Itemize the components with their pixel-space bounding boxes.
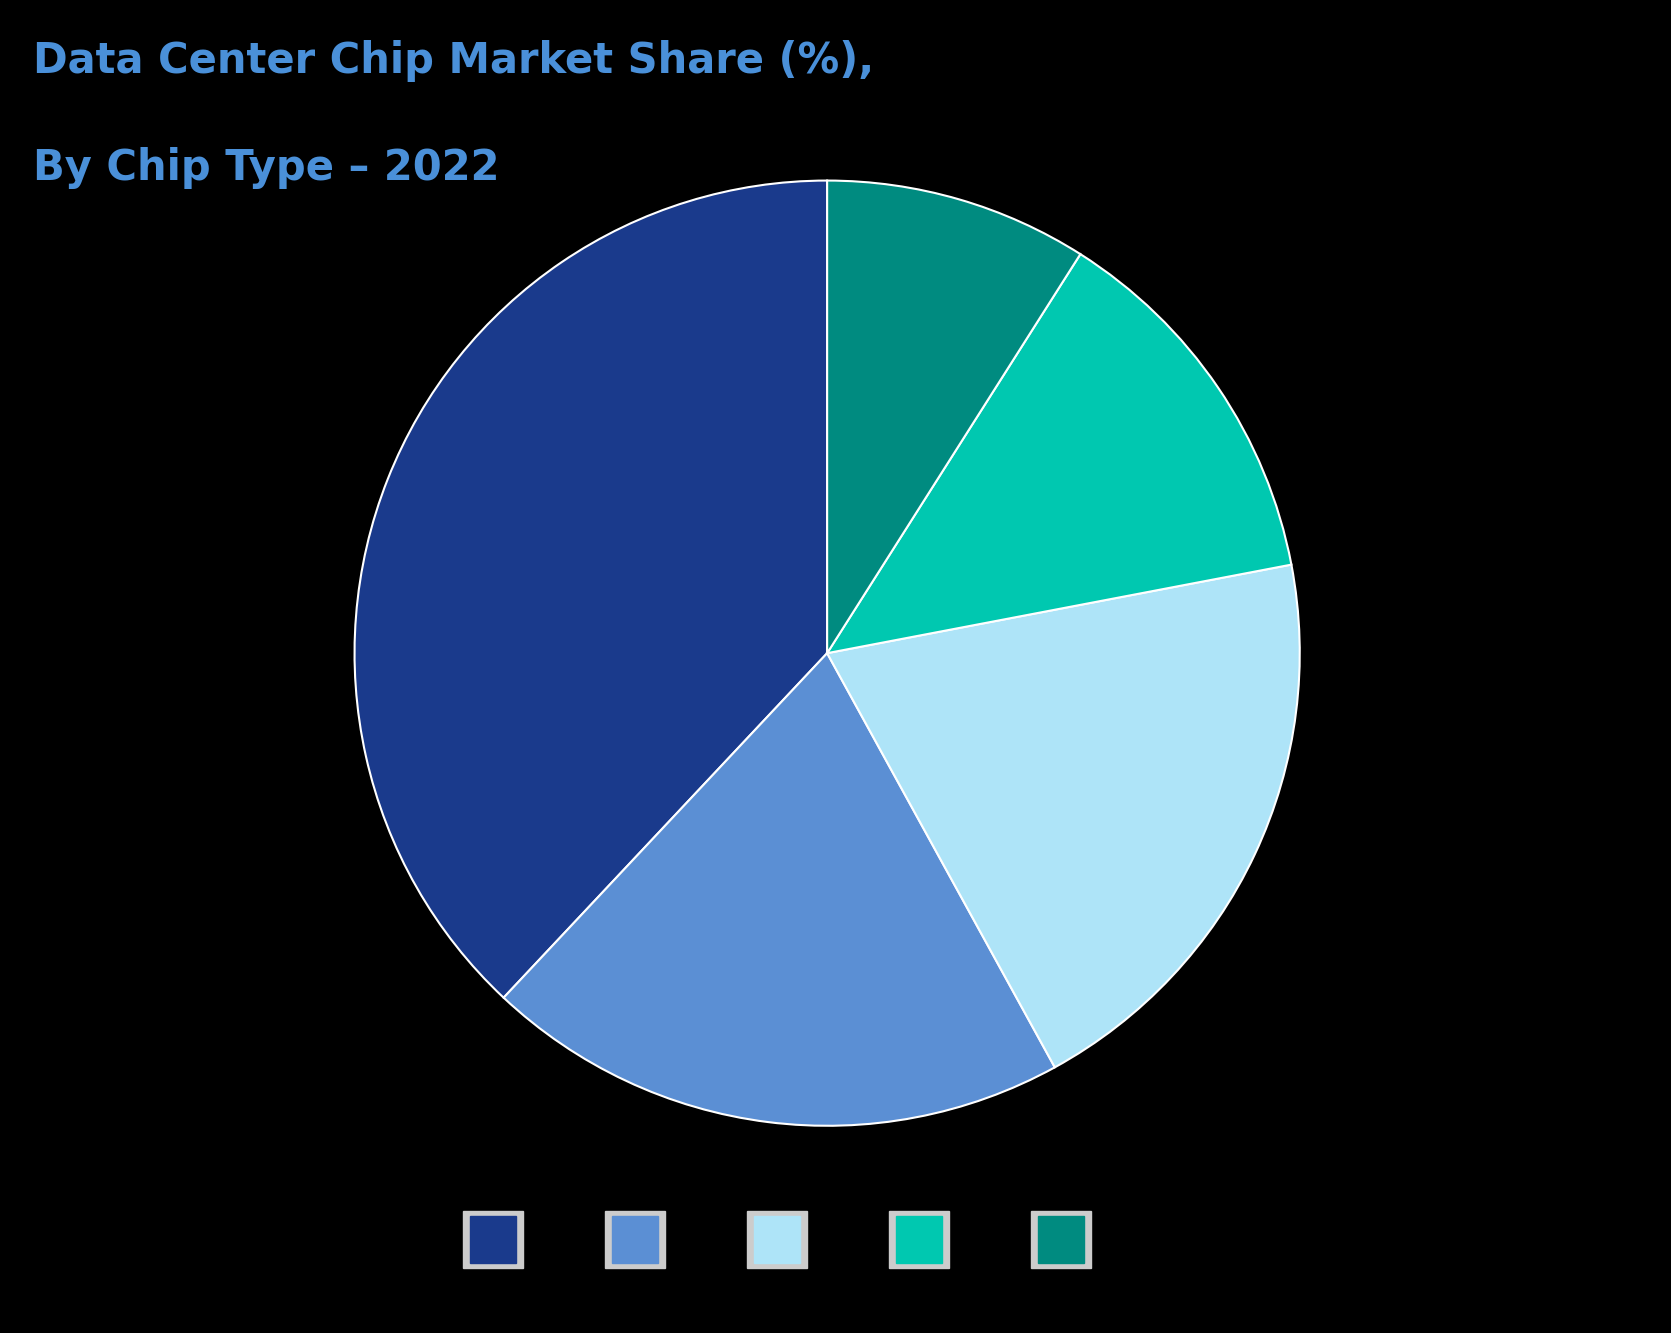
Text: Data Center Chip Market Share (%),: Data Center Chip Market Share (%), [33,40,874,83]
Wedge shape [827,180,1081,653]
Wedge shape [827,255,1292,653]
Wedge shape [503,653,1054,1126]
Wedge shape [354,180,827,997]
Wedge shape [827,565,1300,1068]
Text: By Chip Type – 2022: By Chip Type – 2022 [33,147,500,189]
